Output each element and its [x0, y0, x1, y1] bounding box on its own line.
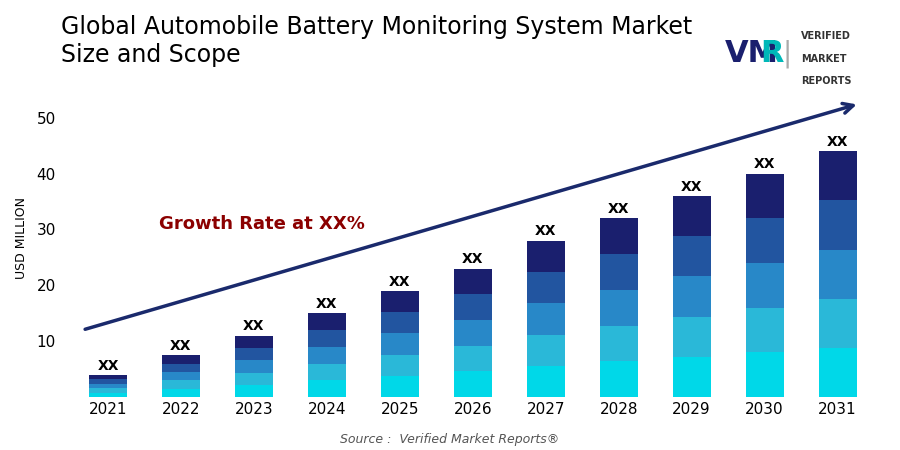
- Text: VM: VM: [724, 40, 778, 68]
- Bar: [599, 218, 638, 254]
- Text: XX: XX: [243, 320, 265, 333]
- Bar: [526, 303, 564, 334]
- Bar: [819, 200, 857, 250]
- Text: XX: XX: [97, 359, 119, 373]
- Y-axis label: USD MILLION: USD MILLION: [15, 197, 28, 279]
- Text: XX: XX: [827, 135, 849, 149]
- Text: R: R: [760, 40, 784, 68]
- Bar: [89, 375, 127, 379]
- Bar: [745, 263, 784, 308]
- Text: MARKET: MARKET: [801, 54, 847, 63]
- Bar: [162, 389, 200, 397]
- Bar: [235, 373, 273, 385]
- Text: XX: XX: [754, 157, 776, 171]
- Bar: [381, 333, 418, 355]
- Bar: [526, 366, 564, 397]
- Bar: [454, 346, 491, 371]
- Text: XX: XX: [389, 274, 410, 289]
- Bar: [381, 376, 418, 397]
- Text: Growth Rate at XX%: Growth Rate at XX%: [159, 216, 364, 234]
- Text: Source :  Verified Market Reports®: Source : Verified Market Reports®: [340, 432, 560, 446]
- Bar: [235, 336, 273, 348]
- Text: XX: XX: [462, 252, 483, 266]
- Bar: [162, 380, 200, 389]
- Bar: [308, 347, 346, 364]
- Bar: [526, 334, 564, 366]
- Bar: [381, 355, 418, 376]
- Bar: [599, 254, 638, 290]
- Text: XX: XX: [535, 225, 556, 239]
- Bar: [89, 388, 127, 393]
- Bar: [819, 151, 857, 200]
- Bar: [308, 313, 346, 330]
- Bar: [162, 364, 200, 372]
- Bar: [672, 317, 711, 357]
- Bar: [672, 276, 711, 317]
- Bar: [672, 357, 711, 397]
- Bar: [308, 330, 346, 347]
- Text: XX: XX: [681, 180, 702, 194]
- Bar: [162, 355, 200, 364]
- Bar: [745, 218, 784, 263]
- Bar: [745, 174, 784, 218]
- Bar: [235, 385, 273, 397]
- Bar: [89, 384, 127, 388]
- Bar: [308, 380, 346, 397]
- Bar: [454, 371, 491, 397]
- Bar: [599, 326, 638, 361]
- Bar: [162, 372, 200, 380]
- Bar: [454, 269, 491, 294]
- Text: Global Automobile Battery Monitoring System Market
Size and Scope: Global Automobile Battery Monitoring Sys…: [60, 15, 692, 67]
- Bar: [454, 294, 491, 320]
- Bar: [672, 236, 711, 276]
- Bar: [381, 291, 418, 312]
- Bar: [89, 393, 127, 397]
- Bar: [819, 348, 857, 397]
- Text: REPORTS: REPORTS: [801, 76, 851, 86]
- Bar: [599, 290, 638, 326]
- Bar: [672, 196, 711, 236]
- Bar: [454, 320, 491, 346]
- Bar: [745, 308, 784, 352]
- Text: XX: XX: [316, 297, 338, 311]
- Text: VERIFIED: VERIFIED: [801, 31, 850, 41]
- Bar: [819, 250, 857, 299]
- Bar: [381, 312, 418, 333]
- Bar: [819, 299, 857, 348]
- Bar: [526, 241, 564, 272]
- Text: XX: XX: [170, 339, 192, 353]
- Bar: [235, 360, 273, 373]
- Bar: [599, 361, 638, 397]
- Bar: [745, 352, 784, 397]
- Text: XX: XX: [608, 202, 629, 216]
- Bar: [526, 272, 564, 303]
- Bar: [235, 348, 273, 360]
- Bar: [89, 379, 127, 384]
- Bar: [308, 364, 346, 380]
- Text: |: |: [783, 40, 792, 68]
